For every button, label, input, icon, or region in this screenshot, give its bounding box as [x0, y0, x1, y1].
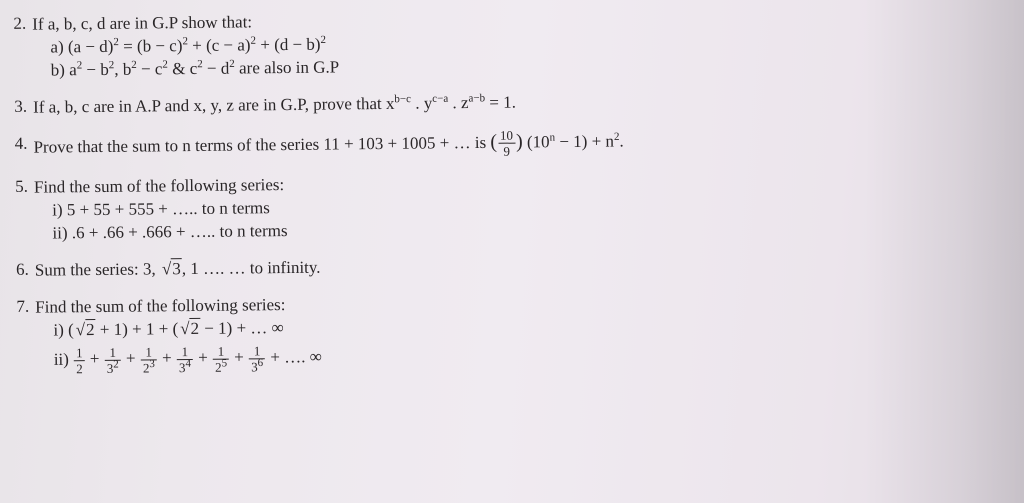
- fraction-ten-ninths: 10 9: [498, 129, 515, 158]
- sqrt-2a: 2: [74, 319, 96, 342]
- sqrt-2b: 2: [178, 318, 200, 341]
- fraction-denominator: 9: [498, 144, 515, 158]
- plus-sign: +: [86, 349, 104, 368]
- problem-body: Sum the series: 3, 3, 1 …. … to infinity…: [35, 257, 321, 283]
- problem-text-pre: Sum the series: 3,: [35, 259, 160, 279]
- subpart-i: i) (2 + 1) + 1 + (2 − 1) + … ∞: [35, 317, 321, 343]
- fraction-denominator: 2: [74, 361, 85, 375]
- subpart-ii: ii) 12 + 132 + 123 + 134 + 125 + 136 + ……: [36, 340, 322, 376]
- problem-7: 7. Find the sum of the following series:…: [3, 286, 1024, 376]
- i-mid1: + 1) + 1 + (: [95, 319, 178, 339]
- plus-sign: +: [122, 349, 140, 368]
- fraction: 12: [74, 346, 85, 375]
- fraction-denominator: 34: [177, 360, 193, 374]
- problem-body: Find the sum of the following series: i)…: [34, 174, 288, 245]
- problem-stem: If a, b, c, d are in G.P show that:: [32, 12, 252, 33]
- problem-body: Prove that the sum to n terms of the ser…: [33, 127, 623, 163]
- problem-text: If a, b, c are in A.P and x, y, z are in…: [33, 92, 516, 116]
- fraction: 123: [141, 345, 157, 374]
- fraction-denominator: 32: [105, 361, 121, 375]
- subpart-ii: ii) .6 + .66 + .666 + ….. to n terms: [34, 220, 287, 246]
- i-post: − 1) + … ∞: [200, 318, 284, 338]
- subpart-i: i) 5 + 55 + 555 + ….. to n terms: [34, 197, 287, 223]
- subpart-b: b) a2 − b2, b2 − c2 & c2 − d2 are also i…: [33, 56, 340, 82]
- problem-stem: Find the sum of the following series:: [34, 175, 284, 197]
- plus-sign: +: [158, 349, 176, 368]
- plus-sign: +: [230, 348, 248, 367]
- i-pre: i) (: [53, 320, 73, 339]
- problem-4: 4. Prove that the sum to n terms of the …: [1, 123, 1024, 163]
- problem-number: 6.: [3, 260, 35, 280]
- fraction-denominator: 25: [213, 360, 229, 374]
- subpart-a: a) (a − d)2 = (b − c)2 + (c − a)2 + (d −…: [32, 33, 339, 59]
- problem-body: If a, b, c, d are in G.P show that: a) (…: [32, 10, 339, 82]
- problem-2: 2. If a, b, c, d are in G.P show that: a…: [0, 3, 1024, 83]
- problem-number: 2.: [0, 14, 32, 34]
- fraction: 136: [249, 344, 265, 373]
- ii-label: ii): [54, 350, 74, 369]
- plus-sign: +: [194, 348, 212, 367]
- problem-number: 7.: [3, 297, 35, 317]
- problem-number: 4.: [1, 133, 33, 153]
- problem-text-post: , 1 …. … to infinity.: [182, 258, 321, 278]
- fraction-series: 12 + 132 + 123 + 134 + 125 + 136: [73, 348, 266, 369]
- problem-stem: Find the sum of the following series:: [35, 295, 285, 317]
- problem-3: 3. If a, b, c are in A.P and x, y, z are…: [1, 86, 1024, 120]
- fraction-denominator: 36: [249, 359, 265, 373]
- fraction-numerator: 1: [74, 346, 85, 361]
- problem-text-pre: Prove that the sum to n terms of the ser…: [33, 133, 490, 157]
- problem-number: 5.: [2, 177, 34, 197]
- page-surface: 2. If a, b, c, d are in G.P show that: a…: [0, 0, 1024, 376]
- fraction-numerator: 10: [498, 129, 515, 144]
- fraction-denominator: 23: [141, 360, 157, 374]
- fraction: 125: [213, 345, 229, 374]
- fraction: 132: [105, 346, 121, 375]
- problem-6: 6. Sum the series: 3, 3, 1 …. … to infin…: [3, 249, 1024, 283]
- ii-tail: + …. ∞: [270, 347, 322, 367]
- problem-body: Find the sum of the following series: i)…: [35, 294, 322, 376]
- fraction: 134: [177, 345, 193, 374]
- problem-text-post: (10n − 1) + n2.: [523, 131, 624, 151]
- problem-5: 5. Find the sum of the following series:…: [2, 167, 1024, 247]
- problem-body: If a, b, c are in A.P and x, y, z are in…: [33, 91, 516, 119]
- problem-number: 3.: [1, 96, 33, 116]
- sqrt-3: 3: [160, 258, 182, 281]
